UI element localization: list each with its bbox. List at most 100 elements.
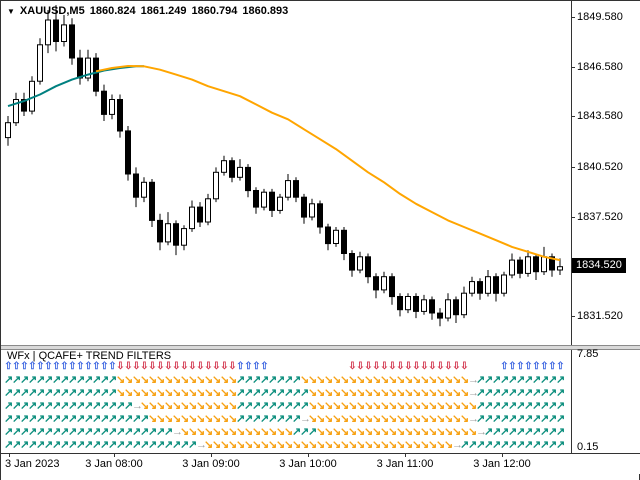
trend-arrow-down: ↘ [324, 387, 334, 399]
time-axis[interactable]: 3 Jan 2023 3 Jan 08:00 3 Jan 09:00 3 Jan 10… [1, 454, 640, 474]
trend-arrow-up: ↗ [548, 426, 558, 438]
trend-arrow-down: ↘ [420, 439, 430, 451]
trend-arrow-down: ↘ [404, 374, 414, 386]
trend-arrow-down: ↘ [308, 387, 318, 399]
trend-arrow-down: ↘ [244, 426, 254, 438]
trend-arrow-up: ↗ [524, 413, 534, 425]
trend-arrow-up: ↗ [4, 387, 14, 399]
trend-arrow-down: ↘ [436, 387, 446, 399]
trend-arrow-up: ↗ [516, 387, 526, 399]
trend-arrow-up: ↗ [532, 387, 542, 399]
bear-candle [453, 299, 459, 316]
trend-arrow-up: ↗ [508, 400, 518, 412]
trend-arrow-down: ↘ [140, 374, 150, 386]
signal-arrow-buy: ⇧ [60, 361, 69, 372]
bull-candle [261, 191, 267, 208]
trend-arrow-up: ↗ [60, 400, 70, 412]
bear-candle [341, 229, 347, 255]
trend-arrow-down: ↘ [404, 439, 414, 451]
trend-arrow-flat: → [452, 439, 463, 451]
trend-arrow-down: ↘ [116, 387, 126, 399]
trend-arrow-up: ↗ [260, 413, 270, 425]
candlestick-chart[interactable] [2, 2, 571, 345]
trend-arrow-down: ↘ [364, 439, 374, 451]
trend-ma-up [7, 65, 144, 108]
trend-arrow-down: ↘ [452, 387, 462, 399]
trend-arrow-down: ↘ [356, 439, 366, 451]
trend-arrow-down: ↘ [364, 400, 374, 412]
trend-arrow-up: ↗ [108, 413, 118, 425]
trend-arrow-up: ↗ [252, 400, 262, 412]
trend-arrow-down: ↘ [388, 426, 398, 438]
trend-arrow-up: ↗ [276, 413, 286, 425]
bull-candle [333, 229, 339, 245]
indicator-axis[interactable]: 7.85 0.15 [571, 345, 640, 453]
trend-arrow-down: ↘ [372, 400, 382, 412]
trend-arrow-down: ↘ [156, 387, 166, 399]
main-chart-panel[interactable]: ▼ XAUUSD,M5 1860.824 1861.249 1860.794 1860.8… [2, 2, 571, 345]
panel-splitter[interactable] [1, 345, 640, 350]
bear-candle [77, 57, 83, 79]
signal-arrow-buy: ⇧ [36, 361, 45, 372]
indicator-title: WFx | QCAFE+ TREND FILTERS [7, 350, 172, 362]
trend-arrow-up: ↗ [508, 413, 518, 425]
price-axis-label: 1846.580 [577, 60, 623, 73]
trend-arrow-up: ↗ [252, 413, 262, 425]
price-axis-tick [571, 316, 575, 318]
trend-arrow-up: ↗ [36, 374, 46, 386]
trend-arrow-down: ↘ [300, 439, 310, 451]
trend-arrow-down: ↘ [388, 439, 398, 451]
trend-arrow-down: ↘ [428, 413, 438, 425]
indicator-panel[interactable]: WFx | QCAFE+ TREND FILTERS ⇧ ⇧ ⇧ ⇧ ⇧ ⇧ ⇧ ⇧ ⇧ ⇧ ⇧ ⇧ ⇧… [2, 350, 571, 453]
trend-arrow-down: ↘ [252, 426, 262, 438]
trend-filter-row-1: ↗ ↗ ↗ ↗ ↗ ↗ ↗ ↗ ↗ ↗ ↗ ↗ ↗ ↗ ↘ ↘ ↘ ↘ ↘ ↘ ↘ ↘ ↘ ↘ ↘ ↘ ↘ ↘ ↘ ↗ ↗ ↗ ↗ ↗ ↗ ↗ ↗ ↘ ↘ ↘… [2, 374, 571, 387]
price-axis[interactable]: 1834.520 1849.580 1846.580 1843.580 1840.52… [571, 1, 640, 453]
trend-arrow-up: ↗ [148, 426, 158, 438]
trend-arrow-down: ↘ [372, 439, 382, 451]
trend-arrow-down: ↘ [356, 387, 366, 399]
bull-candle [61, 24, 67, 42]
trend-arrow-down: ↘ [420, 426, 430, 438]
bull-candle [405, 296, 411, 311]
trend-arrow-down: ↘ [412, 387, 422, 399]
trend-arrow-up: ↗ [292, 374, 302, 386]
trend-arrow-up: ↗ [28, 426, 38, 438]
trend-arrow-down: ↘ [388, 387, 398, 399]
trend-arrow-up: ↗ [52, 387, 62, 399]
trend-arrow-down: ↘ [220, 413, 230, 425]
trend-arrow-down: ↘ [444, 374, 454, 386]
time-axis-label: 3 Jan 11:00 [376, 458, 434, 470]
trend-arrow-up: ↗ [484, 400, 494, 412]
trend-arrow-up: ↗ [476, 439, 486, 451]
trend-arrow-down: ↘ [188, 400, 198, 412]
trend-arrow-down: ↘ [148, 413, 158, 425]
trend-arrow-down: ↘ [212, 374, 222, 386]
signal-arrow-buy: ⇧ [84, 361, 93, 372]
time-axis-label: 3 Jan 2023 [5, 458, 60, 470]
trend-arrow-down: ↘ [180, 374, 190, 386]
trend-arrow-up: ↗ [300, 426, 310, 438]
trend-arrow-up: ↗ [92, 374, 102, 386]
trend-arrow-up: ↗ [92, 387, 102, 399]
bear-candle [493, 276, 499, 294]
trend-arrow-up: ↗ [468, 439, 478, 451]
trend-arrow-up: ↗ [308, 426, 318, 438]
bull-candle [485, 276, 491, 294]
bear-candle [69, 24, 75, 59]
trend-arrow-down: ↘ [188, 413, 198, 425]
trend-arrow-up: ↗ [260, 400, 270, 412]
bull-candle [45, 19, 51, 46]
trend-arrow-down: ↘ [140, 400, 150, 412]
trend-arrow-up: ↗ [492, 439, 502, 451]
trend-arrow-up: ↗ [292, 413, 302, 425]
trend-arrow-up: ↗ [492, 413, 502, 425]
trend-arrow-up: ↗ [44, 413, 54, 425]
signal-arrow-buy: ⇧ [52, 361, 61, 372]
trend-arrow-down: ↘ [444, 400, 454, 412]
trend-arrow-up: ↗ [76, 400, 86, 412]
bear-candle [413, 296, 419, 312]
symbol-dropdown-icon[interactable]: ▼ [7, 7, 15, 16]
bear-candle [101, 90, 107, 115]
trend-arrow-up: ↗ [540, 387, 550, 399]
trend-arrow-up: ↗ [548, 387, 558, 399]
